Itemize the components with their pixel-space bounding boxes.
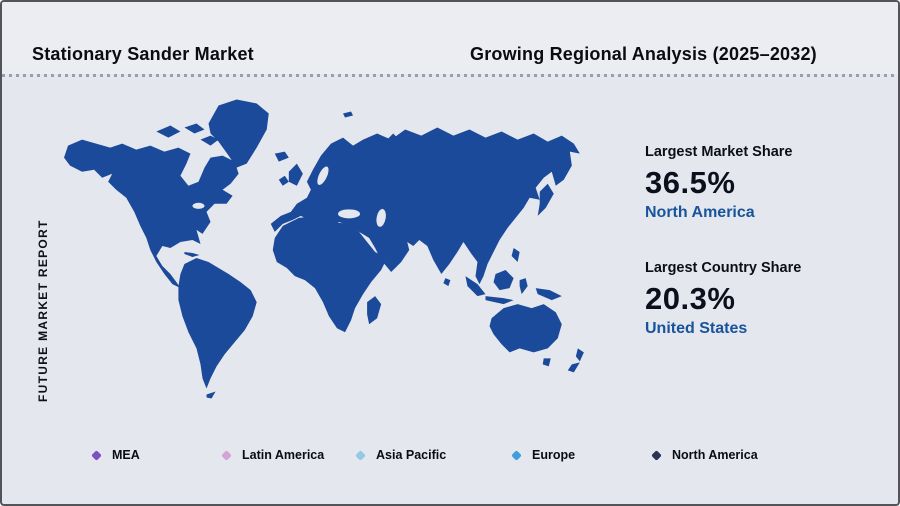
dotted-divider xyxy=(2,74,898,77)
diamond-icon xyxy=(92,450,101,460)
stats-panel: Largest Market Share 36.5% North America… xyxy=(645,144,885,376)
page-subtitle: Growing Regional Analysis (2025–2032) xyxy=(470,44,817,64)
brand-watermark: FUTURE MARKET REPORT xyxy=(36,219,50,402)
world-map-land xyxy=(64,99,584,399)
diamond-icon xyxy=(356,450,365,460)
world-map-svg xyxy=(64,99,584,399)
legend: MEA Latin America Asia Pacific Europe No… xyxy=(2,448,898,468)
legend-label: MEA xyxy=(112,448,140,462)
stat-label: Largest Country Share xyxy=(645,260,802,276)
diamond-icon xyxy=(652,450,661,460)
page-title: Stationary Sander Market xyxy=(32,44,254,64)
legend-label: Asia Pacific xyxy=(376,448,447,462)
world-map xyxy=(60,90,622,424)
diamond-icon xyxy=(512,450,521,460)
legend-item-mea: MEA xyxy=(90,448,140,462)
legend-item-latin-america: Latin America xyxy=(220,448,324,462)
legend-item-europe: Europe xyxy=(510,448,575,462)
stat-largest-country-share: Largest Country Share 20.3% United State… xyxy=(645,260,885,338)
stat-largest-market-share: Largest Market Share 36.5% North America xyxy=(645,144,885,222)
legend-label: Europe xyxy=(532,448,576,462)
legend-label: North America xyxy=(672,448,758,462)
stat-value: 36.5% xyxy=(645,165,736,200)
stat-region: North America xyxy=(645,204,755,221)
world-map-water-cutouts xyxy=(192,166,386,227)
stat-value: 20.3% xyxy=(645,281,736,316)
header-band xyxy=(2,2,898,74)
diamond-icon xyxy=(222,450,231,460)
stat-region: United States xyxy=(645,320,748,337)
stat-label: Largest Market Share xyxy=(645,144,793,160)
legend-item-asia-pacific: Asia Pacific xyxy=(354,448,446,462)
legend-label: Latin America xyxy=(242,448,325,462)
legend-item-north-america: North America xyxy=(650,448,758,462)
